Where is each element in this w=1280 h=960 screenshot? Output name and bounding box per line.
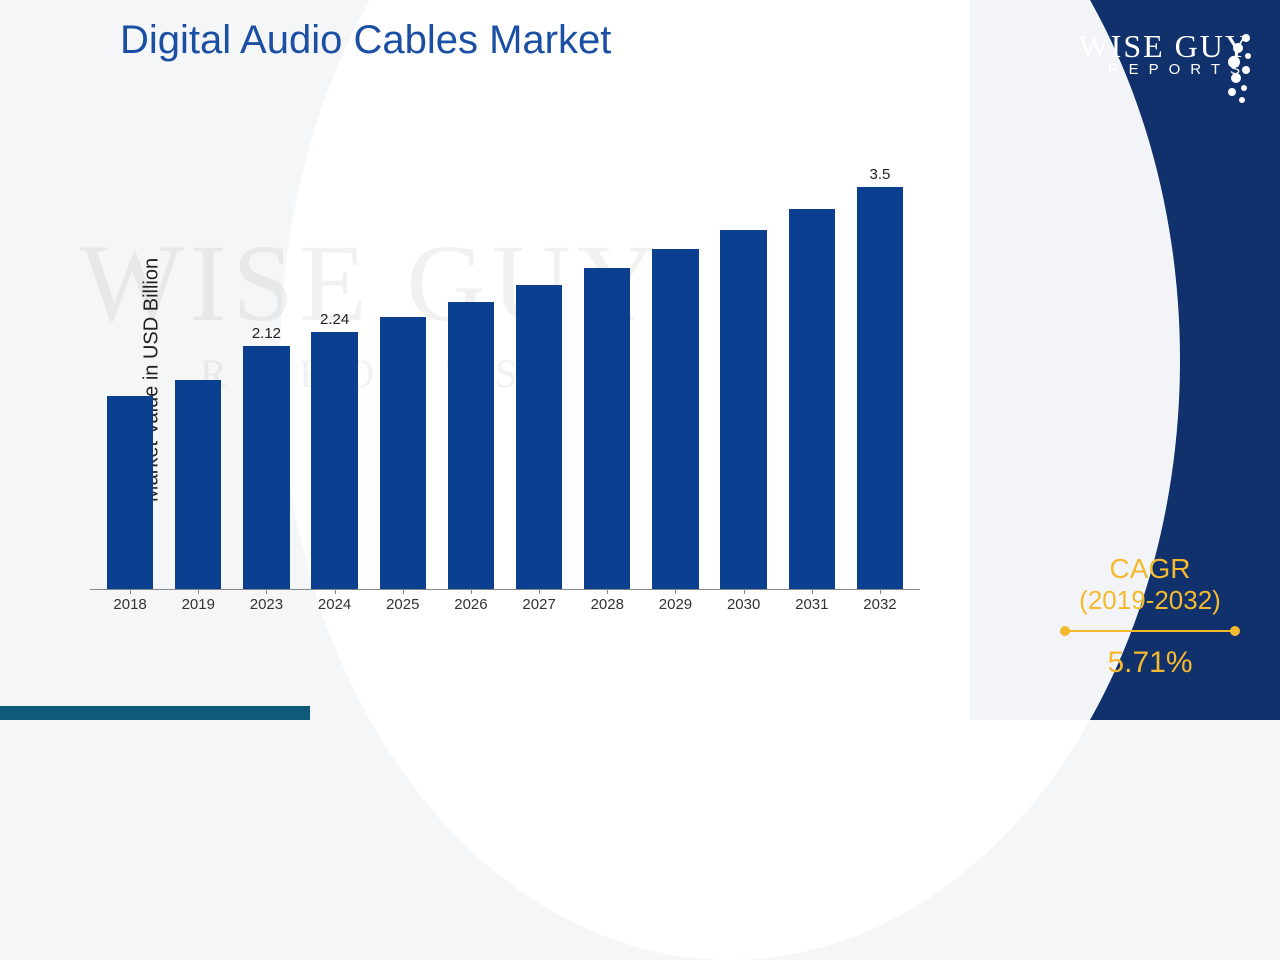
x-tick-label: 2029 (641, 590, 709, 630)
x-tick-label: 2028 (573, 590, 641, 630)
x-axis-labels: 2018201920232024202520262027202820292030… (90, 590, 920, 630)
bar-value-label: 2.24 (320, 311, 349, 328)
footer-accent-bar (0, 706, 310, 720)
bar-column (96, 130, 164, 589)
bar-column (369, 130, 437, 589)
x-tick-label: 2030 (710, 590, 778, 630)
x-tick-label: 2018 (96, 590, 164, 630)
x-tick-label: 2031 (778, 590, 846, 630)
brand-logo: WISE GUY REPORTS (1078, 28, 1250, 78)
chart-container: Market Value in USD Billion 2.122.243.5 … (40, 130, 920, 630)
cagr-label: CAGR (1020, 553, 1280, 585)
bar-column: 2.24 (301, 130, 369, 589)
cagr-block: CAGR (2019-2032) 5.71% (1020, 553, 1280, 680)
bar-column (437, 130, 505, 589)
bar (720, 230, 766, 589)
x-tick-label: 2019 (164, 590, 232, 630)
bar (584, 268, 630, 589)
bar (175, 380, 221, 589)
x-tick-label: 2027 (505, 590, 573, 630)
bar (448, 302, 494, 589)
bar (652, 249, 698, 589)
bar-column (573, 130, 641, 589)
bar (789, 209, 835, 589)
cagr-value: 5.71% (1020, 646, 1280, 680)
x-tick-label: 2026 (437, 590, 505, 630)
bar-column (505, 130, 573, 589)
bar-column (641, 130, 709, 589)
bar (311, 332, 357, 589)
bar (243, 346, 289, 589)
bar-column (778, 130, 846, 589)
bar (516, 285, 562, 589)
cagr-period: (2019-2032) (1020, 585, 1280, 616)
bar-column: 3.5 (846, 130, 914, 589)
bar (380, 317, 426, 589)
bar-value-label: 2.12 (252, 325, 281, 342)
bar-column (164, 130, 232, 589)
x-tick-label: 2032 (846, 590, 914, 630)
bars-group: 2.12 2.24 3.5 (90, 130, 920, 589)
x-tick-label: 2025 (369, 590, 437, 630)
bar-value-label: 3.5 (870, 166, 891, 183)
bar-column (710, 130, 778, 589)
bar (857, 187, 903, 589)
chart-title: Digital Audio Cables Market (120, 18, 611, 63)
x-tick-label: 2024 (301, 590, 369, 630)
bar (107, 396, 153, 589)
plot-area: 2.12 2.24 3.5 (90, 130, 920, 590)
x-tick-label: 2023 (232, 590, 300, 630)
logo-head-icon (1206, 28, 1256, 108)
bar-column: 2.12 (232, 130, 300, 589)
cagr-divider-line (1065, 630, 1235, 632)
